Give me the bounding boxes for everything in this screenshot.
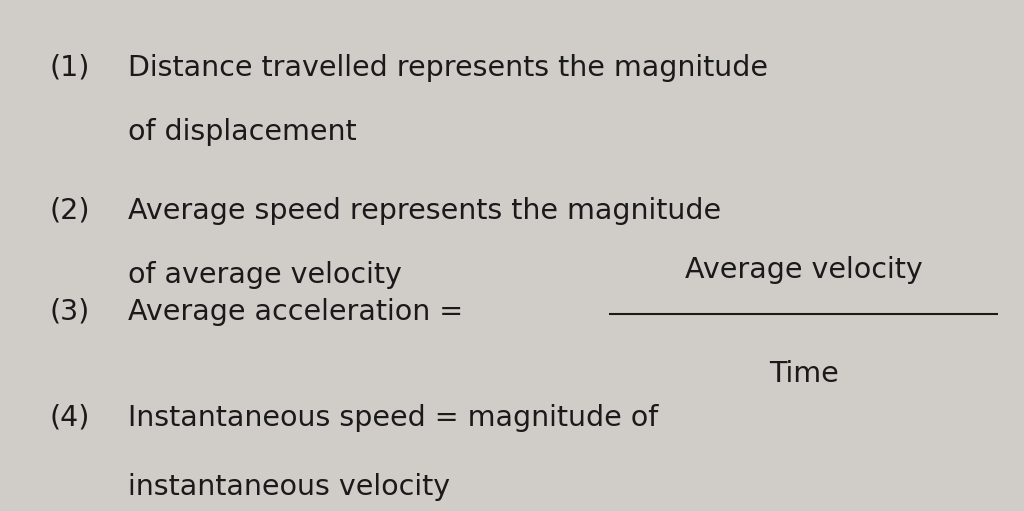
Text: Average speed represents the magnitude: Average speed represents the magnitude [128, 197, 721, 225]
Text: of displacement: of displacement [128, 118, 356, 146]
Text: instantaneous velocity: instantaneous velocity [128, 473, 451, 501]
Text: (2): (2) [49, 197, 90, 225]
Text: of average velocity: of average velocity [128, 261, 401, 289]
Text: Distance travelled represents the magnitude: Distance travelled represents the magnit… [128, 54, 768, 82]
Text: (1): (1) [49, 54, 89, 82]
Text: (3): (3) [49, 298, 89, 326]
Text: Average acceleration =: Average acceleration = [128, 298, 463, 326]
Text: Instantaneous speed = magnitude of: Instantaneous speed = magnitude of [128, 404, 658, 432]
Text: Average velocity: Average velocity [685, 256, 923, 284]
Text: Time: Time [769, 360, 839, 388]
Text: (4): (4) [49, 404, 89, 432]
